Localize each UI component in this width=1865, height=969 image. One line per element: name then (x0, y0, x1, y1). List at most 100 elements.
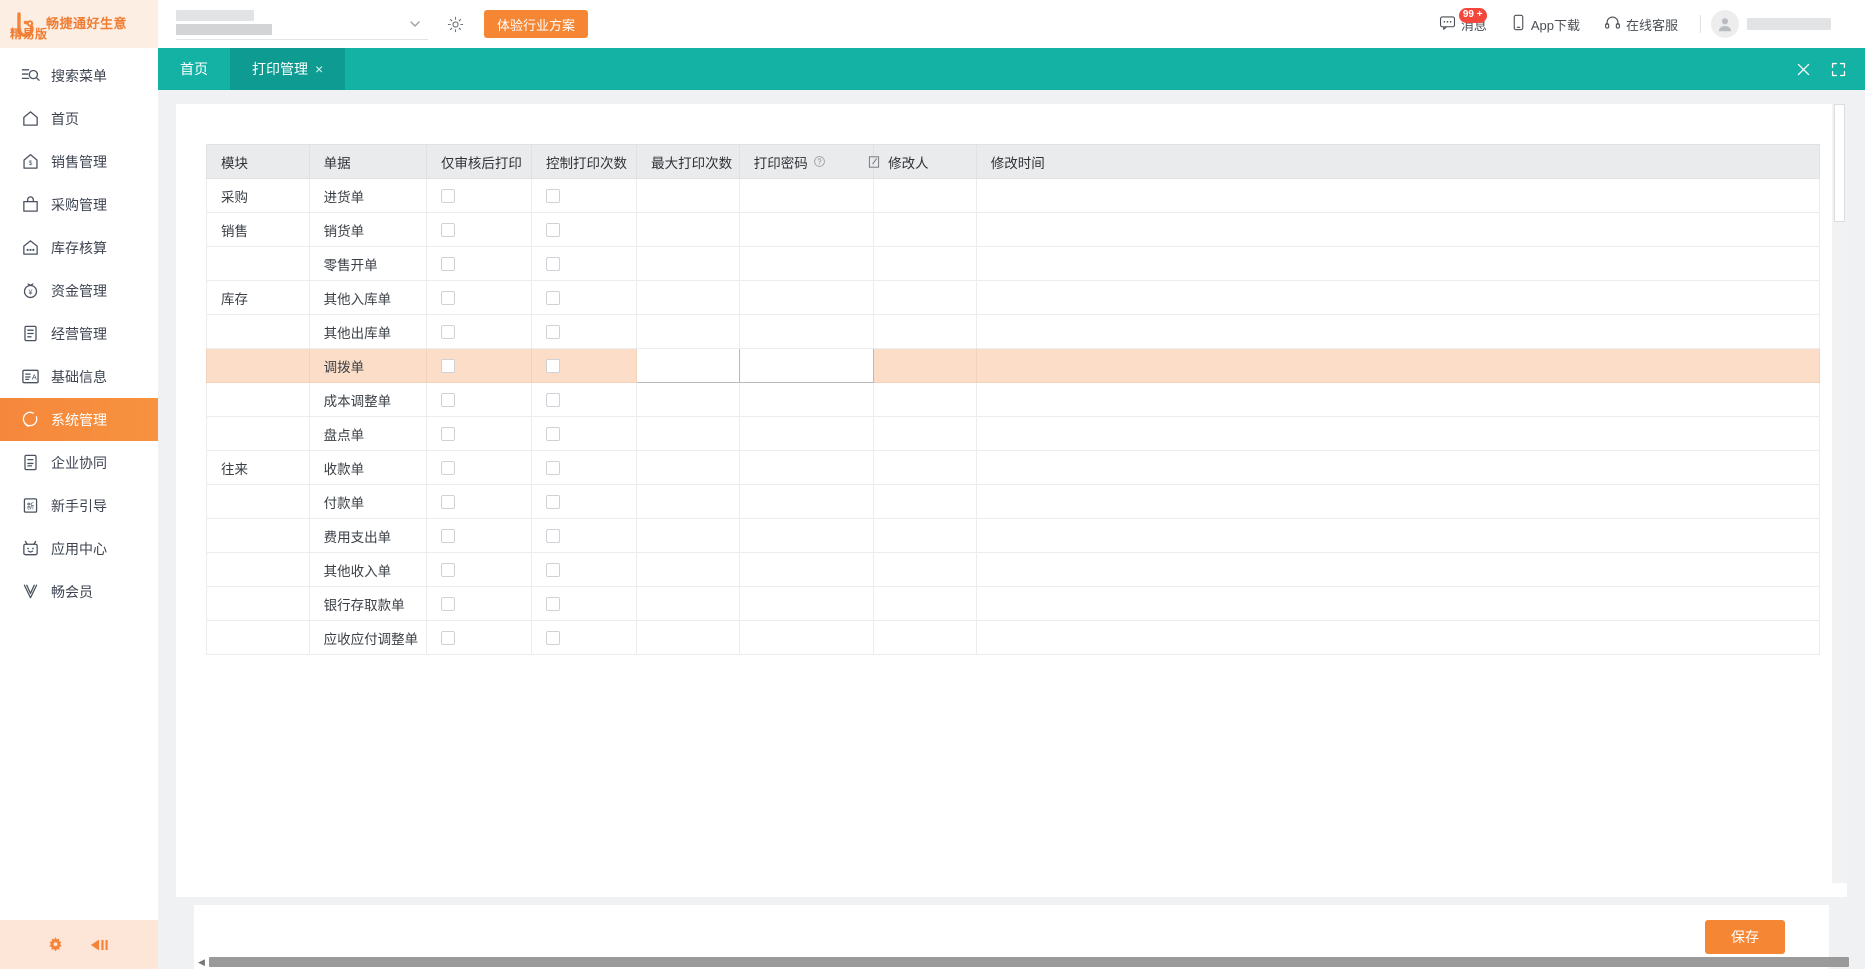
cell-limit-count[interactable] (531, 382, 638, 417)
table-row[interactable]: 银行存取款单 (206, 586, 1821, 621)
checkbox-after-audit[interactable] (440, 223, 455, 238)
user-profile-button[interactable] (1711, 10, 1841, 38)
checkbox-limit-count[interactable] (546, 325, 561, 340)
cell-max-count[interactable] (636, 246, 740, 281)
cell-after-audit[interactable] (425, 586, 533, 621)
cell-limit-count[interactable] (531, 246, 638, 281)
cell-limit-count[interactable] (531, 348, 638, 383)
close-icon[interactable] (1795, 61, 1812, 78)
cell-after-audit[interactable] (425, 416, 533, 451)
cell-password[interactable] (738, 382, 875, 417)
cell-max-count[interactable] (636, 484, 740, 519)
cell-limit-count[interactable] (531, 314, 638, 349)
cell-after-audit[interactable] (425, 314, 533, 349)
cell-limit-count[interactable] (531, 178, 638, 213)
checkbox-limit-count[interactable] (546, 291, 561, 306)
sidebar-item-7[interactable]: A 基础信息 (0, 355, 158, 398)
sidebar-item-11[interactable]: 应用中心 (0, 527, 158, 570)
cell-max-count[interactable] (636, 620, 740, 655)
column-header-module[interactable]: 模块 (206, 144, 310, 179)
table-row[interactable]: 往来 收款单 (206, 450, 1821, 485)
cell-max-count[interactable] (636, 552, 740, 587)
table-row[interactable]: 付款单 (206, 484, 1821, 519)
vertical-scrollbar[interactable] (1832, 104, 1847, 883)
horizontal-scrollbar[interactable]: ◀ (194, 955, 1849, 969)
app-download-button[interactable]: App下载 (1499, 0, 1592, 48)
sidebar-item-2[interactable]: $ 销售管理 (0, 140, 158, 183)
table-row[interactable]: 调拨单 (206, 348, 1821, 383)
table-row[interactable]: 采购 进货单 (206, 178, 1821, 213)
cell-password[interactable] (738, 212, 875, 247)
cell-max-count[interactable] (636, 348, 740, 383)
table-row[interactable]: 费用支出单 (206, 518, 1821, 553)
scroll-left-arrow[interactable]: ◀ (198, 956, 205, 967)
edit-icon[interactable] (867, 155, 881, 169)
column-header-modifier[interactable]: 修改人 (873, 144, 977, 179)
cell-after-audit[interactable] (425, 518, 533, 553)
checkbox-limit-count[interactable] (546, 563, 561, 578)
cell-limit-count[interactable] (531, 620, 638, 655)
cell-after-audit[interactable] (425, 450, 533, 485)
table-row[interactable]: 零售开单 (206, 246, 1821, 281)
cell-limit-count[interactable] (531, 450, 638, 485)
cell-password[interactable] (738, 620, 875, 655)
cell-limit-count[interactable] (531, 586, 638, 621)
sidebar-item-8[interactable]: 系统管理 (0, 398, 158, 441)
cell-password[interactable] (738, 178, 875, 213)
settings-gear-button[interactable] (440, 9, 470, 39)
cell-password[interactable] (738, 484, 875, 519)
table-row[interactable]: 其他出库单 (206, 314, 1821, 349)
sidebar-item-0[interactable]: 搜索菜单 (0, 54, 158, 97)
vertical-scrollbar-thumb[interactable] (1834, 104, 1845, 222)
cell-max-count[interactable] (636, 212, 740, 247)
cell-password[interactable] (738, 518, 875, 553)
checkbox-limit-count[interactable] (546, 427, 561, 442)
table-row[interactable]: 销售 销货单 (206, 212, 1821, 247)
column-header-limit_count[interactable]: 控制打印次数 (531, 144, 638, 179)
cell-password[interactable] (738, 586, 875, 621)
checkbox-after-audit[interactable] (440, 427, 455, 442)
tab-1[interactable]: 打印管理 × (230, 48, 346, 90)
checkbox-limit-count[interactable] (546, 529, 561, 544)
table-row[interactable]: 应收应付调整单 (206, 620, 1821, 655)
sidebar-item-3[interactable]: 采购管理 (0, 183, 158, 226)
column-header-max_count[interactable]: 最大打印次数 (636, 144, 740, 179)
cell-after-audit[interactable] (425, 382, 533, 417)
checkbox-after-audit[interactable] (440, 257, 455, 272)
cell-max-count[interactable] (636, 586, 740, 621)
checkbox-after-audit[interactable] (440, 189, 455, 204)
table-row[interactable]: 其他收入单 (206, 552, 1821, 587)
checkbox-limit-count[interactable] (546, 597, 561, 612)
cell-max-count[interactable] (636, 416, 740, 451)
input-max-count[interactable] (637, 349, 739, 382)
column-header-doc[interactable]: 单据 (308, 144, 427, 179)
cell-after-audit[interactable] (425, 484, 533, 519)
cell-password[interactable] (738, 246, 875, 281)
checkbox-after-audit[interactable] (440, 359, 455, 374)
column-header-after_audit[interactable]: 仅审核后打印 (425, 144, 533, 179)
cell-after-audit[interactable] (425, 212, 533, 247)
horizontal-scrollbar-track[interactable] (209, 955, 1849, 969)
cell-after-audit[interactable] (425, 620, 533, 655)
sidebar-item-1[interactable]: 首页 (0, 97, 158, 140)
checkbox-limit-count[interactable] (546, 461, 561, 476)
cell-max-count[interactable] (636, 382, 740, 417)
sidebar-item-4[interactable]: 库存核算 (0, 226, 158, 269)
table-row[interactable]: 库存 其他入库单 (206, 280, 1821, 315)
cell-limit-count[interactable] (531, 518, 638, 553)
cell-after-audit[interactable] (425, 348, 533, 383)
tab-0[interactable]: 首页 (158, 48, 230, 90)
messages-button[interactable]: 消息 99 + (1427, 0, 1499, 48)
cell-limit-count[interactable] (531, 484, 638, 519)
sidebar-item-5[interactable]: ¥ 资金管理 (0, 269, 158, 312)
sidebar-settings-button[interactable] (47, 936, 64, 953)
column-header-modify_time[interactable]: 修改时间 (975, 144, 1821, 179)
cell-password[interactable] (738, 314, 875, 349)
table-row[interactable]: 盘点单 (206, 416, 1821, 451)
sidebar-item-9[interactable]: 企业协同 (0, 441, 158, 484)
checkbox-limit-count[interactable] (546, 631, 561, 646)
sidebar-collapse-button[interactable] (89, 937, 111, 953)
cell-max-count[interactable] (636, 518, 740, 553)
checkbox-limit-count[interactable] (546, 359, 561, 374)
sidebar-item-6[interactable]: 经营管理 (0, 312, 158, 355)
